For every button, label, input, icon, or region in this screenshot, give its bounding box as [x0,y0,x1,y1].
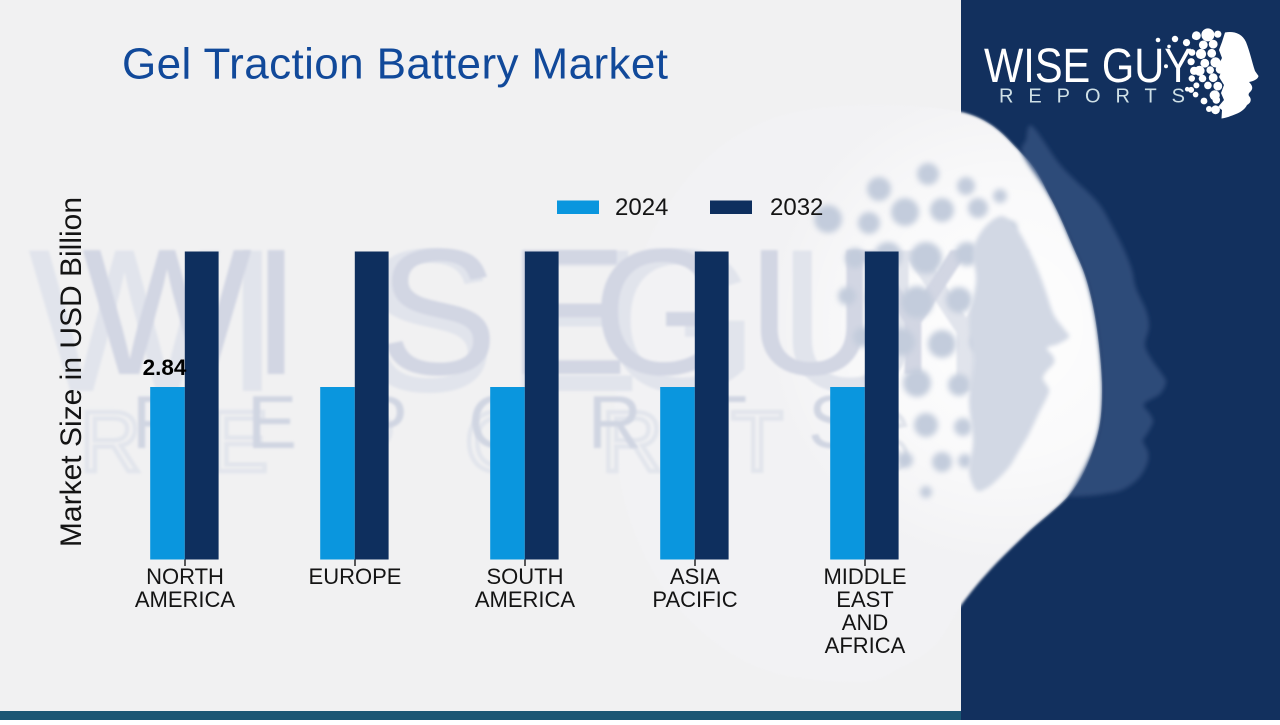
svg-text:EAST: EAST [836,587,893,612]
svg-text:MIDDLE: MIDDLE [823,564,906,589]
svg-text:AND: AND [842,610,888,635]
svg-text:AMERICA: AMERICA [135,587,236,612]
svg-text:2024: 2024 [615,194,668,221]
svg-text:ASIA: ASIA [670,564,720,589]
svg-text:EUROPE: EUROPE [309,564,402,589]
svg-text:S: S [378,212,498,413]
svg-text:2.84: 2.84 [143,355,187,380]
svg-text:PACIFIC: PACIFIC [652,587,737,612]
svg-text:WISE GUY: WISE GUY [984,40,1192,93]
svg-text:AFRICA: AFRICA [825,633,906,658]
svg-text:I: I [251,212,301,413]
svg-text:AMERICA: AMERICA [475,587,576,612]
svg-text:Market Size in USD Billion: Market Size in USD Billion [55,197,88,547]
svg-text:Gel Traction Battery Market: Gel Traction Battery Market [122,40,668,89]
svg-text:W: W [82,212,252,413]
svg-text:U: U [747,212,877,413]
svg-text:2032: 2032 [770,194,823,221]
svg-text:NORTH: NORTH [146,564,224,589]
svg-text:SOUTH: SOUTH [487,564,564,589]
svg-text:I: I [224,207,281,435]
